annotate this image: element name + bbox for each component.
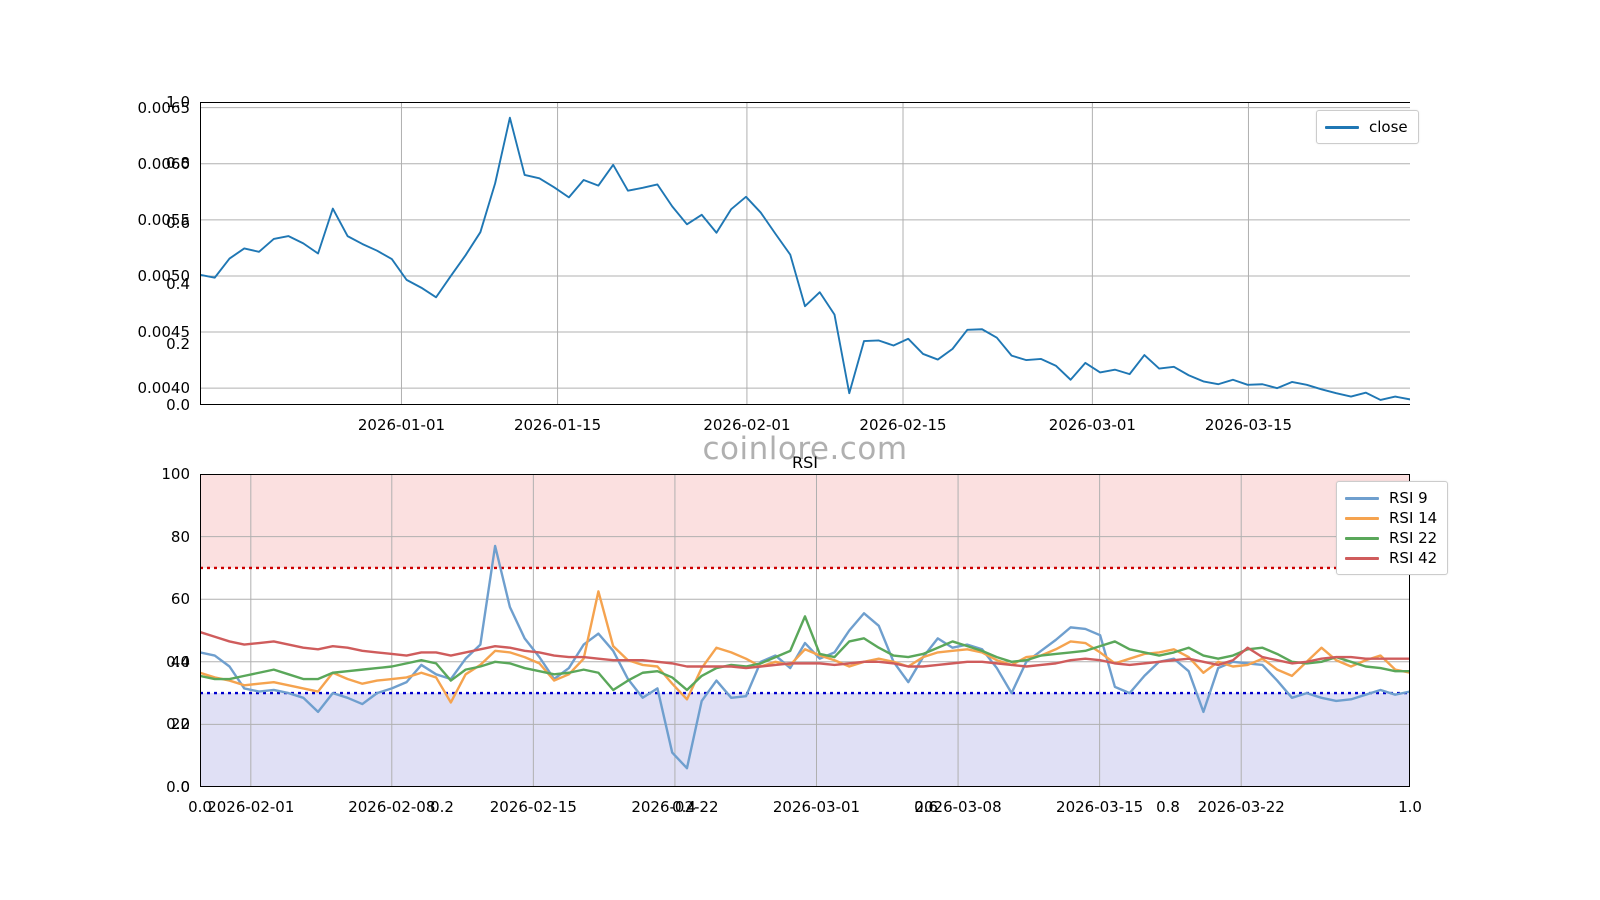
watermark: coinlore.com xyxy=(702,431,908,467)
legend-swatch-icon xyxy=(1325,125,1359,129)
rsi-legend-item[interactable]: RSI 22 xyxy=(1345,528,1437,548)
rsi-legend-item[interactable]: RSI 42 xyxy=(1345,548,1437,568)
rsi-legend-item[interactable]: RSI 9 xyxy=(1345,488,1437,508)
price-x-tick: 2026-02-15 xyxy=(859,416,947,434)
rsi-x-tick: 2026-02-01 xyxy=(207,798,295,816)
price-y-tick: 0.0045 xyxy=(137,323,191,342)
rsi-x-tick-secondary: 0.2 xyxy=(430,798,454,816)
price-y-tick: 0.0060 xyxy=(137,154,191,173)
legend-swatch-icon xyxy=(1345,516,1379,520)
rsi-y-tick: 0 xyxy=(180,778,190,796)
legend-label: close xyxy=(1369,118,1408,136)
rsi-x-tick: 2026-03-01 xyxy=(772,798,861,816)
rsi-panel-title: RSI xyxy=(792,453,818,472)
price-y-tick-secondary: 0.6 xyxy=(166,214,190,233)
rsi-x-tick-secondary: 0.8 xyxy=(1156,798,1180,816)
rsi-y-tick-secondary: 0.4 xyxy=(166,652,190,671)
rsi-x-tick: 2026-02-22 xyxy=(631,798,719,816)
rsi-x-tick: 2026-02-15 xyxy=(489,798,577,816)
rsi-y-tick: 100 xyxy=(161,465,190,483)
price-y-tick: 0.0055 xyxy=(137,210,191,229)
rsi-x-tick: 2026-03-08 xyxy=(914,798,1002,816)
rsi-legend[interactable]: RSI 9 RSI 14 RSI 22 RSI 42 xyxy=(1336,481,1449,575)
price-y-tick-secondary: 1.0 xyxy=(166,93,190,111)
price-plot-area xyxy=(200,102,1410,405)
rsi-x-tick-secondary: 1.0 xyxy=(1398,798,1422,816)
rsi-y-tick: 80 xyxy=(170,527,190,546)
legend-swatch-icon xyxy=(1345,556,1379,560)
price-x-tick: 2026-03-15 xyxy=(1204,416,1293,434)
price-chart-panel xyxy=(200,102,1410,405)
price-y-tick-secondary: 0.8 xyxy=(166,153,190,172)
price-x-tick: 2026-02-01 xyxy=(703,416,791,434)
rsi-chart-panel xyxy=(200,474,1410,787)
legend-swatch-icon xyxy=(1345,496,1379,500)
price-x-tick: 2026-01-01 xyxy=(357,416,446,434)
price-y-tick: 0.0050 xyxy=(137,266,191,285)
rsi-y-tick-secondary: 0.0 xyxy=(166,778,190,796)
price-y-tick: 0.0065 xyxy=(137,98,191,117)
price-y-tick-secondary: 0.0 xyxy=(166,396,190,414)
rsi-plot-area xyxy=(200,474,1410,787)
price-y-tick: 0.0040 xyxy=(137,379,191,398)
rsi-x-tick: 2026-03-22 xyxy=(1197,798,1285,816)
rsi-x-tick: 2026-03-15 xyxy=(1056,798,1144,816)
legend-swatch-icon xyxy=(1345,536,1379,540)
legend-label: RSI 9 xyxy=(1389,489,1428,507)
rsi-y-tick: 40 xyxy=(170,652,190,671)
rsi-x-tick-secondary: 0.4 xyxy=(672,798,696,816)
legend-label: RSI 22 xyxy=(1389,529,1438,547)
rsi-x-tick: 2026-02-08 xyxy=(348,798,436,816)
rsi-y-tick-secondary: 0.2 xyxy=(166,715,190,734)
price-legend[interactable]: close xyxy=(1316,110,1419,144)
rsi-x-tick-secondary: 0.6 xyxy=(914,798,938,816)
price-y-tick-secondary: 0.2 xyxy=(166,335,190,354)
rsi-y-tick: 20 xyxy=(170,715,190,734)
price-x-tick: 2026-01-15 xyxy=(513,416,602,434)
price-legend-item[interactable]: close xyxy=(1325,117,1408,137)
price-y-tick-secondary: 0.4 xyxy=(166,274,190,293)
rsi-x-tick-secondary: 0.0 xyxy=(188,798,212,816)
legend-label: RSI 42 xyxy=(1389,549,1438,567)
legend-label: RSI 14 xyxy=(1389,509,1438,527)
rsi-legend-item[interactable]: RSI 14 xyxy=(1345,508,1437,528)
price-x-tick: 2026-03-01 xyxy=(1048,416,1136,434)
rsi-y-tick: 60 xyxy=(170,590,190,609)
